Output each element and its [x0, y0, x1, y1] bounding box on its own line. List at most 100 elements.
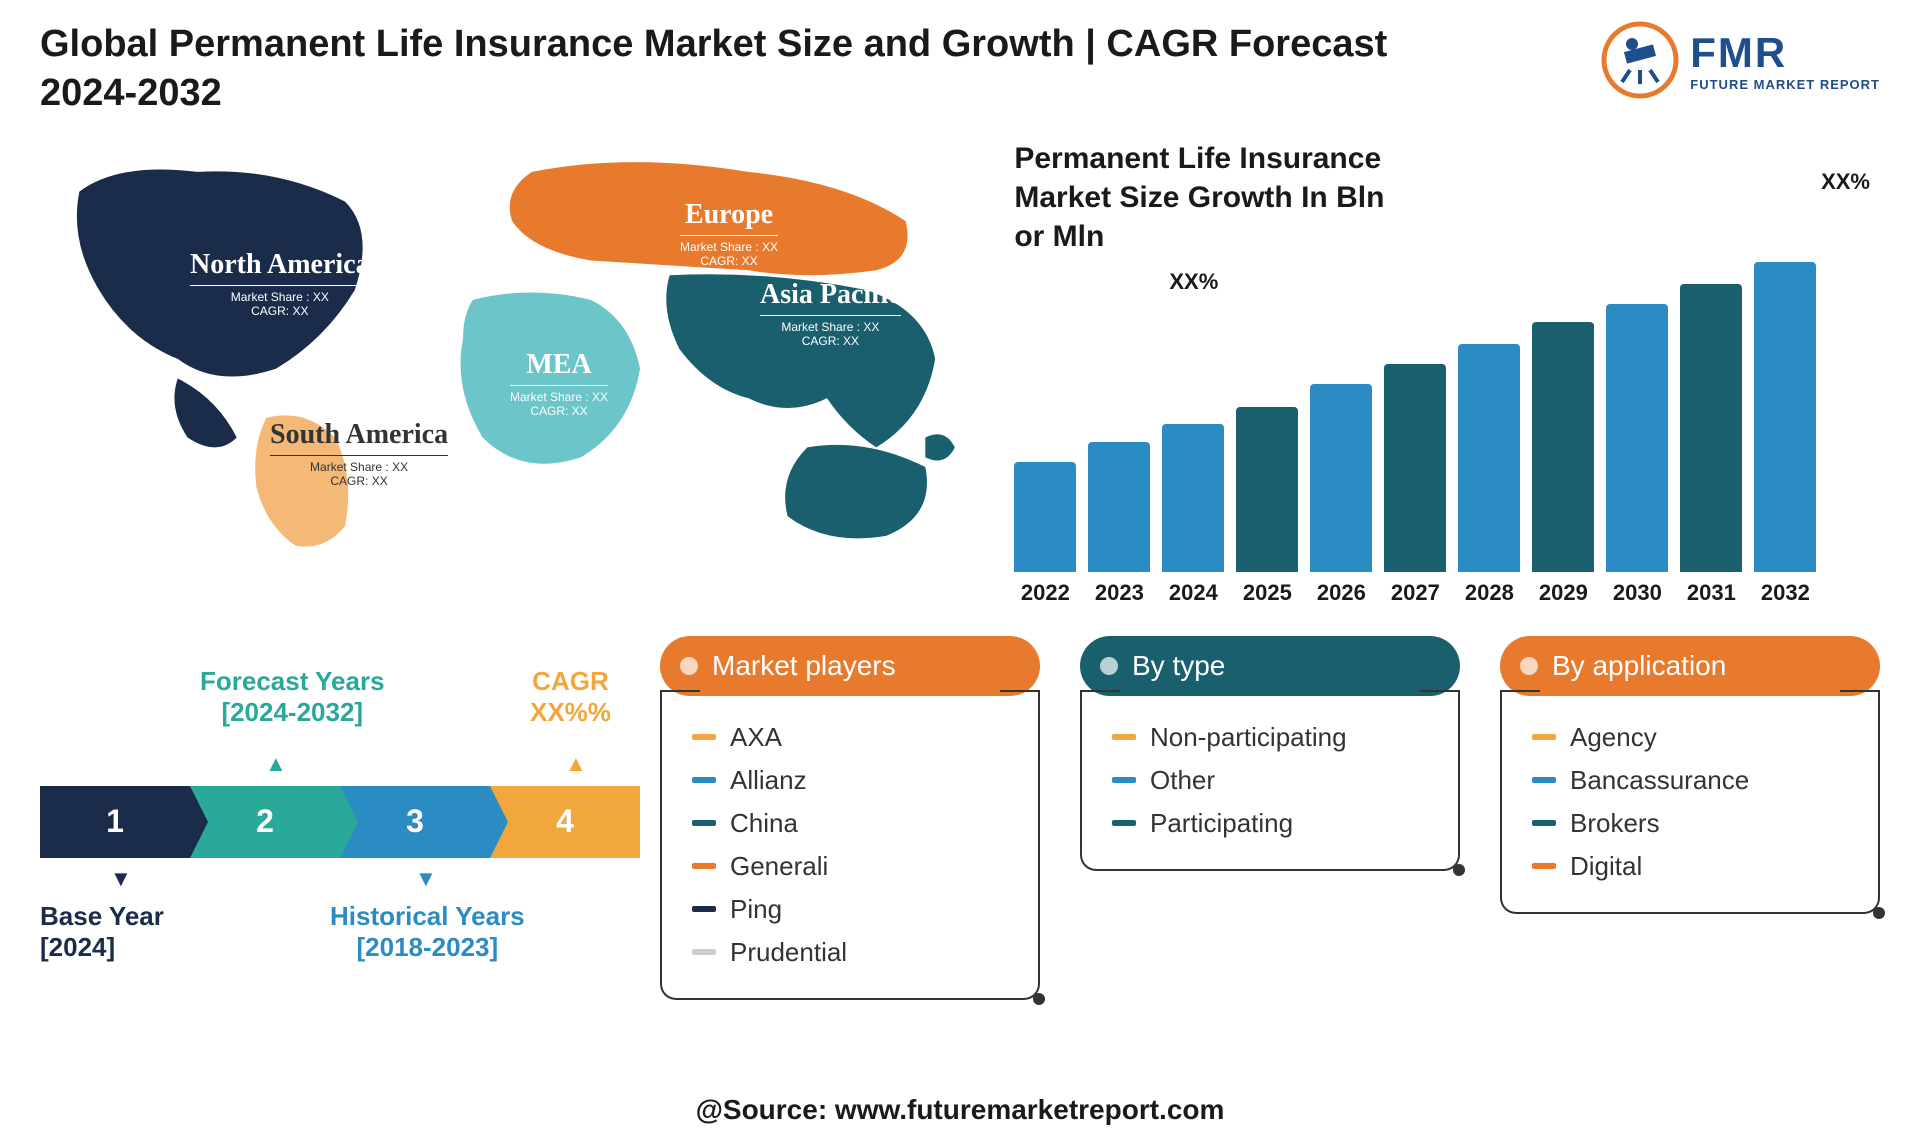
header-dot-icon	[680, 657, 698, 675]
bar-chart: Permanent Life Insurance Market Size Gro…	[1014, 139, 1880, 606]
triangle-up-icon: ▲	[265, 751, 287, 777]
bar-year-label: 2022	[1021, 580, 1070, 606]
bar-year-label: 2027	[1391, 580, 1440, 606]
bar-item: 2028	[1458, 344, 1520, 606]
bar	[1532, 322, 1594, 572]
category-item: AXA	[692, 716, 1018, 759]
triangle-down-icon: ▼	[110, 866, 132, 892]
item-color-icon	[1112, 777, 1136, 783]
header-dot-icon	[1100, 657, 1118, 675]
category-item: Brokers	[1532, 802, 1858, 845]
category-item: Other	[1112, 759, 1438, 802]
item-color-icon	[692, 820, 716, 826]
item-color-icon	[692, 949, 716, 955]
bar	[1088, 442, 1150, 572]
bar-item: 2025	[1236, 407, 1298, 606]
region-label: South AmericaMarket Share : XXCAGR: XX	[270, 419, 448, 488]
item-label: Allianz	[730, 765, 807, 796]
item-label: Digital	[1570, 851, 1642, 882]
bar	[1458, 344, 1520, 572]
item-color-icon	[1532, 820, 1556, 826]
bar-item: 2026	[1310, 384, 1372, 606]
category-title: Market players	[712, 650, 896, 682]
bar-item: 2031	[1680, 284, 1742, 606]
item-label: AXA	[730, 722, 782, 753]
timeline-segment: 1	[40, 786, 190, 858]
category-header: By type	[1080, 636, 1460, 696]
bar	[1606, 304, 1668, 572]
bar-item: 2030	[1606, 304, 1668, 606]
timeline-segment: 4	[490, 786, 640, 858]
item-color-icon	[1112, 734, 1136, 740]
bar-item: 2029	[1532, 322, 1594, 606]
timeline-segment: 3	[340, 786, 490, 858]
bar-year-label: 2024	[1169, 580, 1218, 606]
category-column: Market players AXA Allianz China Generali Pin…	[660, 636, 1040, 1000]
page-title: Global Permanent Life Insurance Market S…	[40, 20, 1440, 119]
header-dot-icon	[1520, 657, 1538, 675]
bar-year-label: 2029	[1539, 580, 1588, 606]
bar-item: 2022	[1014, 462, 1076, 606]
triangle-down-icon: ▼	[415, 866, 437, 892]
logo-subtitle: FUTURE MARKET REPORT	[1690, 77, 1880, 92]
category-item: Agency	[1532, 716, 1858, 759]
world-map: North AmericaMarket Share : XXCAGR: XX So…	[40, 139, 984, 559]
item-label: Bancassurance	[1570, 765, 1749, 796]
bar-year-label: 2023	[1095, 580, 1144, 606]
source-attribution: @Source: www.futuremarketreport.com	[696, 1094, 1225, 1126]
item-color-icon	[692, 734, 716, 740]
item-label: Non-participating	[1150, 722, 1347, 753]
timeline-segment: 2	[190, 786, 340, 858]
bar-year-label: 2032	[1761, 580, 1810, 606]
region-label: EuropeMarket Share : XXCAGR: XX	[680, 199, 778, 268]
bar	[1680, 284, 1742, 572]
category-column: By type Non-participating Other Participati…	[1080, 636, 1460, 1000]
bar	[1384, 364, 1446, 572]
item-color-icon	[692, 777, 716, 783]
telescope-icon	[1600, 20, 1680, 100]
bracket-dot-icon	[1033, 993, 1045, 1005]
bar-item: 2032	[1754, 262, 1816, 606]
category-item: Digital	[1532, 845, 1858, 888]
item-label: Generali	[730, 851, 828, 882]
category-item: Prudential	[692, 931, 1018, 974]
item-label: Prudential	[730, 937, 847, 968]
category-item: Ping	[692, 888, 1018, 931]
item-color-icon	[1532, 734, 1556, 740]
bracket-dot-icon	[1453, 864, 1465, 876]
bar-item: 2024	[1162, 424, 1224, 606]
bar-year-label: 2025	[1243, 580, 1292, 606]
category-title: By type	[1132, 650, 1225, 682]
category-bracket: Agency Bancassurance Brokers Digital	[1500, 692, 1880, 914]
item-color-icon	[692, 906, 716, 912]
item-color-icon	[1532, 777, 1556, 783]
annotation-2024: XX%	[1169, 269, 1218, 295]
base-year-label: Base Year [2024]	[40, 901, 164, 963]
annotation-2032: XX%	[1821, 169, 1870, 195]
item-label: Participating	[1150, 808, 1293, 839]
triangle-up-icon: ▲	[565, 751, 587, 777]
item-label: China	[730, 808, 798, 839]
bar	[1236, 407, 1298, 572]
bar-year-label: 2031	[1687, 580, 1736, 606]
category-item: Generali	[692, 845, 1018, 888]
item-color-icon	[1112, 820, 1136, 826]
historical-label: Historical Years [2018-2023]	[330, 901, 525, 963]
item-color-icon	[1532, 863, 1556, 869]
category-item: Allianz	[692, 759, 1018, 802]
category-header: By application	[1500, 636, 1880, 696]
cagr-label: CAGR XX%%	[530, 666, 611, 728]
item-color-icon	[692, 863, 716, 869]
forecast-label: Forecast Years [2024-2032]	[200, 666, 385, 728]
item-label: Agency	[1570, 722, 1657, 753]
region-label: Asia PacificMarket Share : XXCAGR: XX	[760, 279, 901, 348]
chart-title: Permanent Life Insurance Market Size Gro…	[1014, 139, 1414, 256]
category-bracket: AXA Allianz China Generali Ping Prudential	[660, 692, 1040, 1000]
item-label: Brokers	[1570, 808, 1660, 839]
bar	[1754, 262, 1816, 572]
category-item: China	[692, 802, 1018, 845]
category-bracket: Non-participating Other Participating	[1080, 692, 1460, 871]
bar-year-label: 2030	[1613, 580, 1662, 606]
region-label: North AmericaMarket Share : XXCAGR: XX	[190, 249, 370, 318]
bar-item: 2027	[1384, 364, 1446, 606]
